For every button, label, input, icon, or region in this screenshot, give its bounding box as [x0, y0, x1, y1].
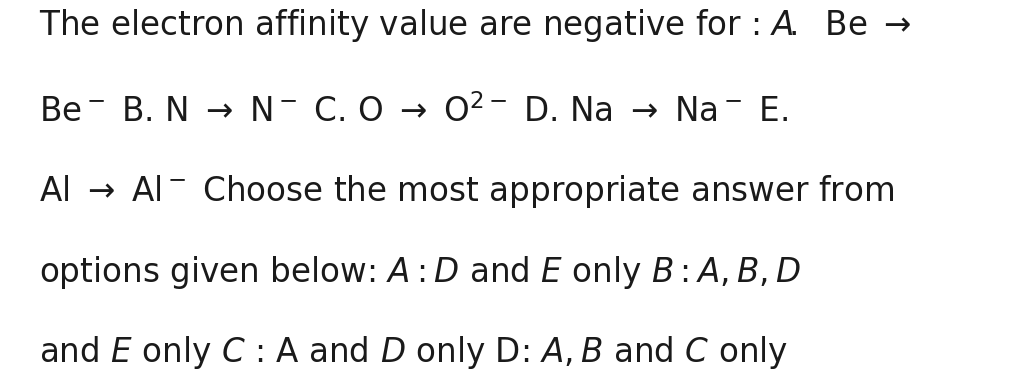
Text: The electron affinity value are negative for : $A\!.\;$ Be $\rightarrow$: The electron affinity value are negative…: [39, 7, 911, 44]
Text: Be$^-$ B. N $\rightarrow$ N$^-$ C. O $\rightarrow$ O$^{2-}$ D. Na $\rightarrow$ : Be$^-$ B. N $\rightarrow$ N$^-$ C. O $\r…: [39, 95, 788, 129]
Text: Al $\rightarrow$ Al$^-$ Choose the most appropriate answer from: Al $\rightarrow$ Al$^-$ Choose the most …: [39, 173, 894, 210]
Text: and $E$ only $C$ : A and $D$ only D: $A, B$ and $C$ only: and $E$ only $C$ : A and $D$ only D: $A,…: [39, 334, 788, 371]
Text: options given below: $A : D$ and $E$ only $B : A, B, D$: options given below: $A : D$ and $E$ onl…: [39, 254, 801, 291]
